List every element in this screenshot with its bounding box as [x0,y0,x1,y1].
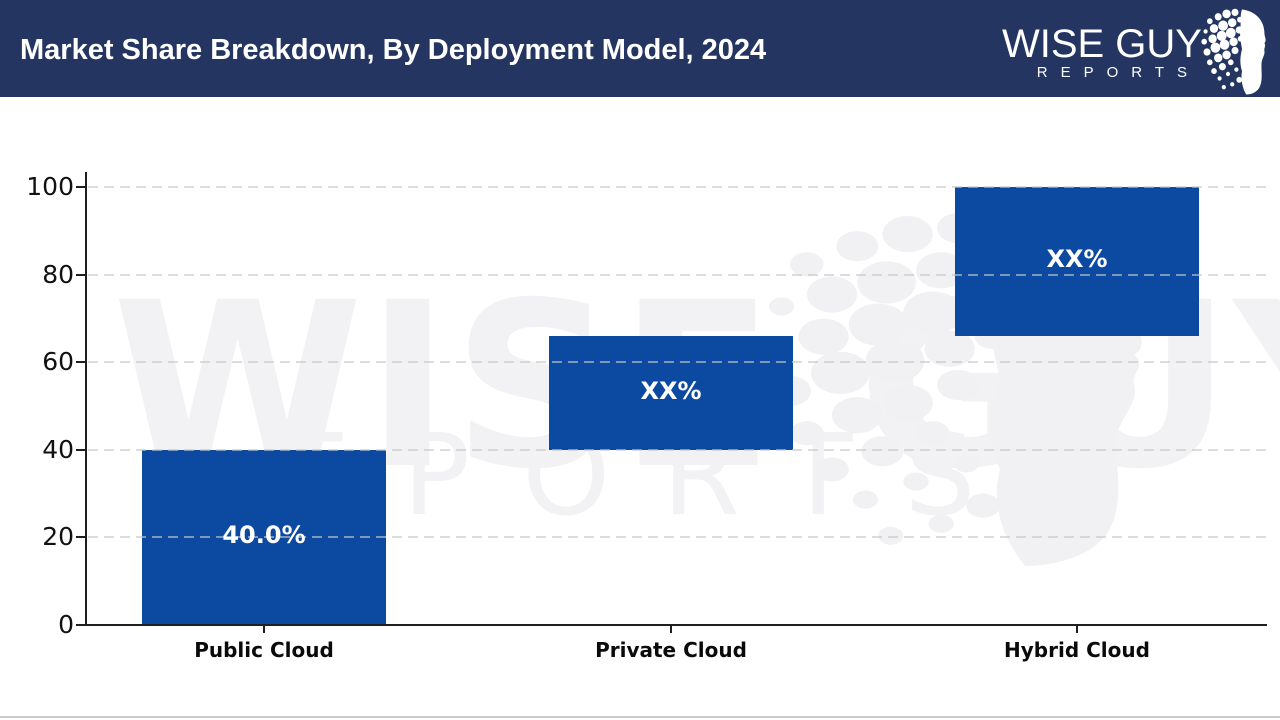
y-tick-mark [76,624,85,626]
y-tick-mark [76,448,85,451]
bar [955,187,1199,336]
y-tick-label: 20 [42,522,74,552]
y-tick-label: 80 [42,259,74,289]
x-tick-mark [670,626,672,633]
gridline [88,448,1267,451]
page-title: Market Share Breakdown, By Deployment Mo… [20,34,767,66]
logo-wordmark: WISE GUY [1001,22,1202,66]
bar-value-label: 40.0% [222,521,306,550]
gridline [88,273,1267,276]
x-tick-mark [1076,626,1078,633]
gridline [88,361,1267,364]
y-axis-line [85,172,87,626]
wise-guy-logo: WISE GUY REPORTS [1001,4,1272,95]
y-tick-label: 100 [26,172,74,201]
y-tick-label: 60 [42,347,74,377]
gridline [88,186,1267,188]
y-tick-label: 40 [42,434,74,464]
y-tick-mark [76,273,85,276]
logo-subtitle: REPORTS [1036,64,1200,81]
bar [549,335,793,450]
x-tick-mark [263,626,265,633]
dotted-head-icon [1201,8,1266,95]
gridline [88,536,1267,539]
y-tick-mark [76,361,85,364]
bar-value-label: XX% [1046,245,1108,274]
header-band: Market Share Breakdown, By Deployment Mo… [0,0,1280,97]
bottom-rule [0,716,1280,718]
x-category-label: Private Cloud [595,638,747,662]
y-tick-mark [76,536,85,539]
bar-value-label: XX% [640,376,702,405]
y-tick-mark [76,186,85,188]
x-axis-line [85,624,1267,626]
x-category-label: Hybrid Cloud [1004,638,1150,662]
x-category-label: Public Cloud [194,638,334,662]
y-tick-label: 0 [58,610,74,639]
